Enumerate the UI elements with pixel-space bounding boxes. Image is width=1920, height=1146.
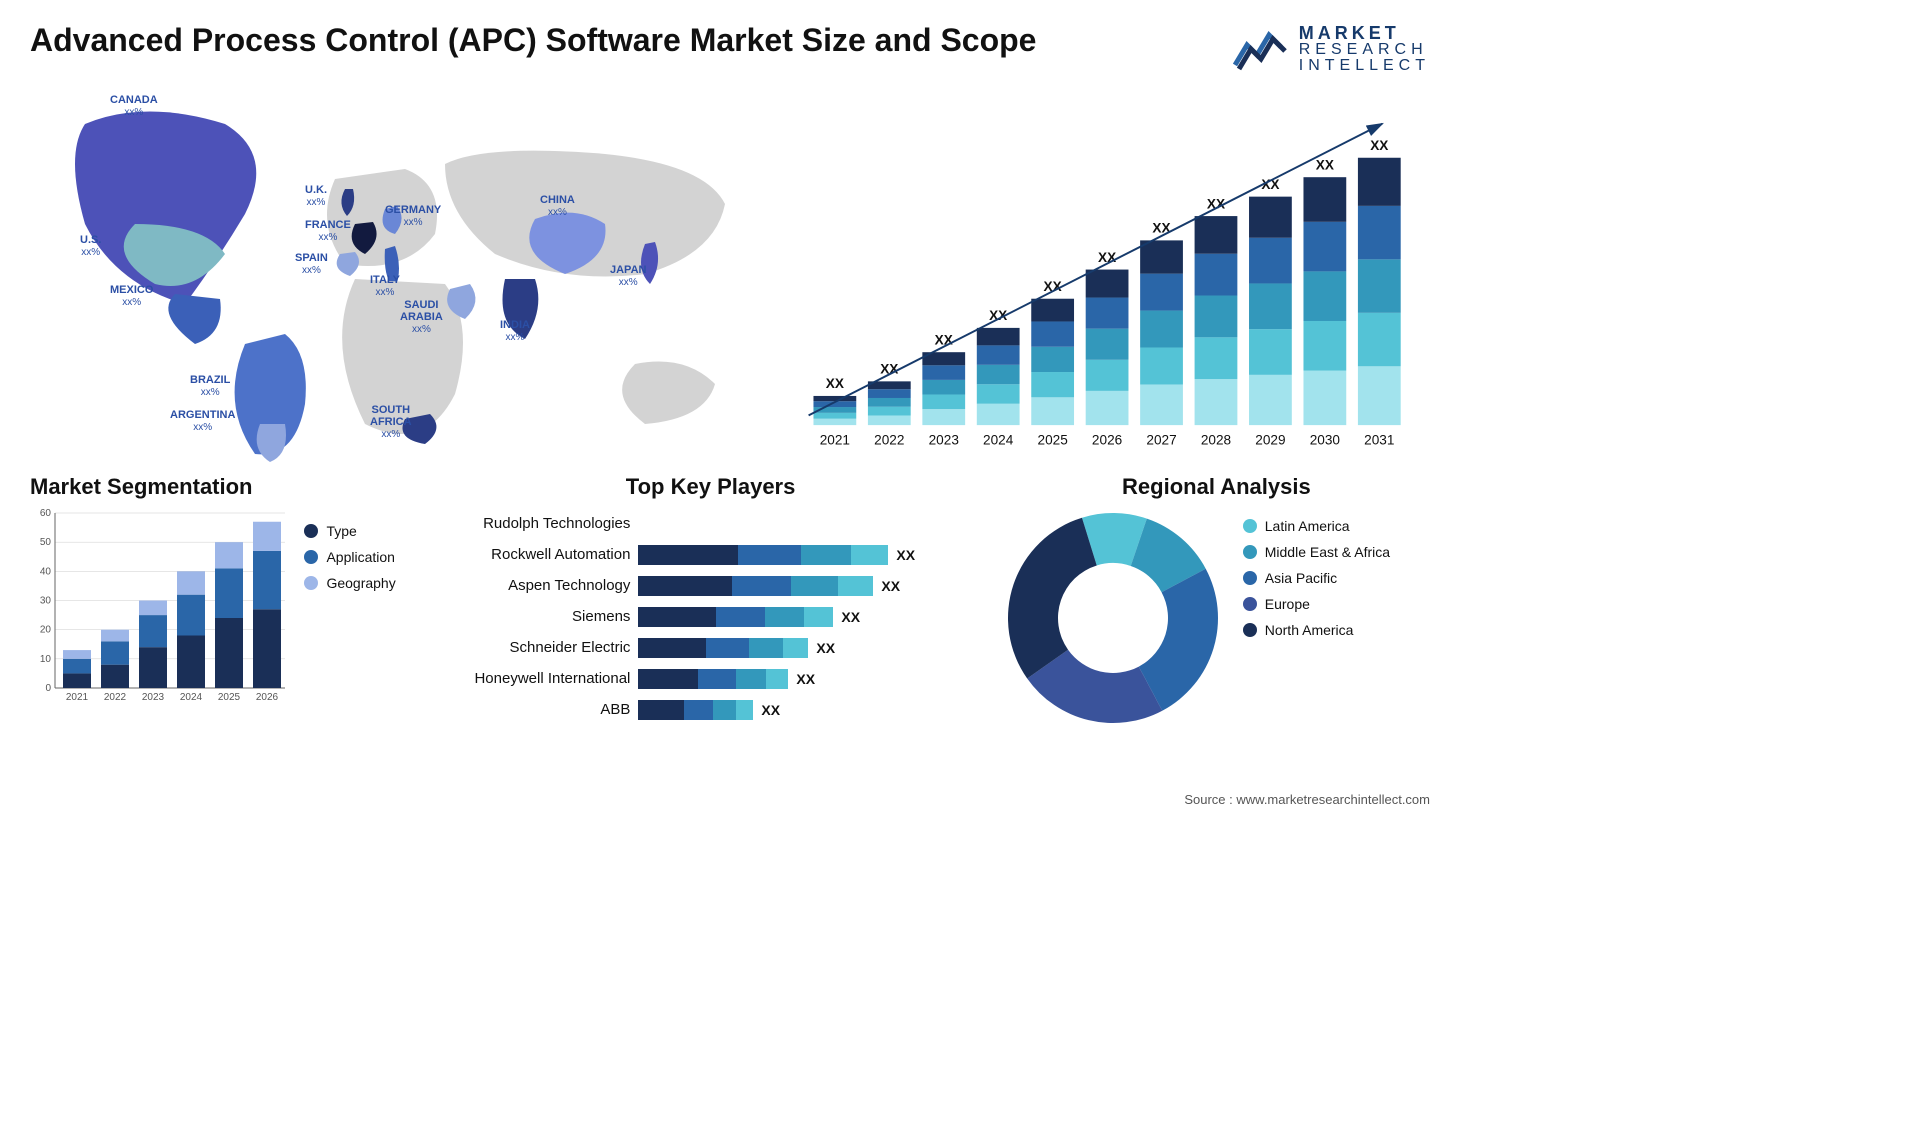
svg-text:2028: 2028 bbox=[1201, 433, 1231, 448]
legend-item: Middle East & Africa bbox=[1243, 544, 1390, 560]
page-title: Advanced Process Control (APC) Software … bbox=[30, 20, 1036, 60]
map-label: SPAINxx% bbox=[295, 252, 328, 276]
svg-text:2031: 2031 bbox=[1364, 433, 1394, 448]
map-label: FRANCExx% bbox=[305, 219, 351, 243]
brand-logo: MARKET RESEARCH INTELLECT bbox=[1233, 24, 1430, 74]
key-players-panel: Top Key Players Rudolph Technologies Rock… bbox=[448, 474, 972, 728]
svg-text:2024: 2024 bbox=[983, 433, 1014, 448]
player-row: Siemens XX bbox=[448, 601, 972, 632]
svg-text:10: 10 bbox=[40, 654, 52, 665]
player-row: Rudolph Technologies bbox=[448, 508, 972, 539]
map-label: U.K.xx% bbox=[305, 184, 327, 208]
player-name: Honeywell International bbox=[448, 670, 638, 687]
map-label: BRAZILxx% bbox=[190, 374, 230, 398]
regional-title: Regional Analysis bbox=[1003, 474, 1430, 500]
map-label: U.S.xx% bbox=[80, 234, 101, 258]
key-players-chart: Rudolph Technologies Rockwell Automation X… bbox=[448, 508, 972, 725]
map-label: MEXICOxx% bbox=[110, 284, 153, 308]
regional-legend: Latin America Middle East & Africa Asia Pa… bbox=[1243, 518, 1390, 728]
svg-text:2023: 2023 bbox=[929, 433, 959, 448]
map-label: SAUDIARABIAxx% bbox=[400, 299, 443, 335]
svg-text:XX: XX bbox=[826, 376, 844, 391]
legend-item: Asia Pacific bbox=[1243, 570, 1390, 586]
player-value: XX bbox=[761, 702, 780, 718]
player-name: ABB bbox=[448, 701, 638, 718]
svg-text:2021: 2021 bbox=[66, 692, 89, 703]
svg-text:2030: 2030 bbox=[1310, 433, 1341, 448]
player-row: Rockwell Automation XX bbox=[448, 539, 972, 570]
player-bar bbox=[638, 700, 753, 720]
map-label: SOUTHAFRICAxx% bbox=[370, 404, 412, 440]
logo-line3: INTELLECT bbox=[1299, 58, 1430, 74]
map-label: CHINAxx% bbox=[540, 194, 575, 218]
svg-text:XX: XX bbox=[935, 332, 953, 347]
svg-text:2026: 2026 bbox=[1092, 433, 1122, 448]
svg-text:2023: 2023 bbox=[142, 692, 165, 703]
svg-text:50: 50 bbox=[40, 537, 52, 548]
player-bar bbox=[638, 576, 873, 596]
svg-text:40: 40 bbox=[40, 566, 52, 577]
player-name: Aspen Technology bbox=[448, 577, 638, 594]
player-bar bbox=[638, 669, 788, 689]
svg-text:60: 60 bbox=[40, 508, 52, 519]
segmentation-legend: Type Application Geography bbox=[304, 523, 395, 601]
svg-text:2027: 2027 bbox=[1146, 433, 1176, 448]
legend-item: Application bbox=[304, 549, 395, 565]
svg-text:2022: 2022 bbox=[104, 692, 127, 703]
segmentation-chart-svg: 0 10 20 30 40 50 60 2021 2022 2023 2024 2025 2026 bbox=[30, 508, 290, 728]
player-bar bbox=[638, 607, 833, 627]
segmentation-panel: Market Segmentation 0 10 20 30 40 50 60 2021 202… bbox=[30, 474, 418, 728]
svg-text:2029: 2029 bbox=[1255, 433, 1285, 448]
regional-panel: Regional Analysis Latin America Middle Ea… bbox=[1003, 474, 1430, 728]
regional-donut-svg bbox=[1003, 508, 1223, 728]
map-label: ITALYxx% bbox=[370, 274, 400, 298]
player-value: XX bbox=[881, 578, 900, 594]
svg-text:2021: 2021 bbox=[820, 433, 850, 448]
world-map: CANADAxx% U.S.xx% MEXICOxx% BRAZILxx% ARGENT… bbox=[30, 84, 760, 464]
map-label: CANADAxx% bbox=[110, 94, 158, 118]
legend-item: North America bbox=[1243, 622, 1390, 638]
logo-line2: RESEARCH bbox=[1299, 42, 1430, 58]
legend-item: Europe bbox=[1243, 596, 1390, 612]
player-bar bbox=[638, 638, 808, 658]
player-row: Honeywell International XX bbox=[448, 663, 972, 694]
svg-text:20: 20 bbox=[40, 625, 52, 636]
svg-text:2024: 2024 bbox=[180, 692, 203, 703]
player-name: Rockwell Automation bbox=[448, 546, 638, 563]
player-bar bbox=[638, 545, 888, 565]
svg-text:XX: XX bbox=[1098, 250, 1116, 265]
key-players-title: Top Key Players bbox=[448, 474, 972, 500]
svg-text:2025: 2025 bbox=[218, 692, 241, 703]
logo-line1: MARKET bbox=[1299, 24, 1430, 42]
player-name: Schneider Electric bbox=[448, 639, 638, 656]
svg-text:30: 30 bbox=[40, 596, 52, 607]
svg-text:XX: XX bbox=[1370, 138, 1388, 153]
player-value: XX bbox=[841, 609, 860, 625]
map-label: GERMANYxx% bbox=[385, 204, 441, 228]
map-label: INDIAxx% bbox=[500, 319, 530, 343]
player-value: XX bbox=[896, 547, 915, 563]
legend-item: Type bbox=[304, 523, 395, 539]
legend-item: Geography bbox=[304, 575, 395, 591]
player-value: XX bbox=[796, 671, 815, 687]
player-row: Schneider Electric XX bbox=[448, 632, 972, 663]
growth-chart: XX2021XX2022XX2023XX2024XX2025XX2026XX20… bbox=[790, 84, 1430, 464]
player-name: Rudolph Technologies bbox=[448, 515, 638, 532]
player-row: Aspen Technology XX bbox=[448, 570, 972, 601]
svg-text:2026: 2026 bbox=[256, 692, 279, 703]
growth-chart-svg: XX2021XX2022XX2023XX2024XX2025XX2026XX20… bbox=[790, 114, 1430, 464]
player-row: ABB XX bbox=[448, 694, 972, 725]
svg-text:2022: 2022 bbox=[874, 433, 904, 448]
svg-text:2025: 2025 bbox=[1037, 433, 1067, 448]
logo-icon bbox=[1233, 25, 1289, 73]
segmentation-title: Market Segmentation bbox=[30, 474, 418, 500]
legend-item: Latin America bbox=[1243, 518, 1390, 534]
svg-text:XX: XX bbox=[1316, 157, 1334, 172]
source-text: Source : www.marketresearchintellect.com bbox=[1184, 792, 1430, 807]
player-value: XX bbox=[816, 640, 835, 656]
map-label: JAPANxx% bbox=[610, 264, 646, 288]
player-name: Siemens bbox=[448, 608, 638, 625]
svg-text:0: 0 bbox=[45, 683, 51, 694]
map-label: ARGENTINAxx% bbox=[170, 409, 235, 433]
